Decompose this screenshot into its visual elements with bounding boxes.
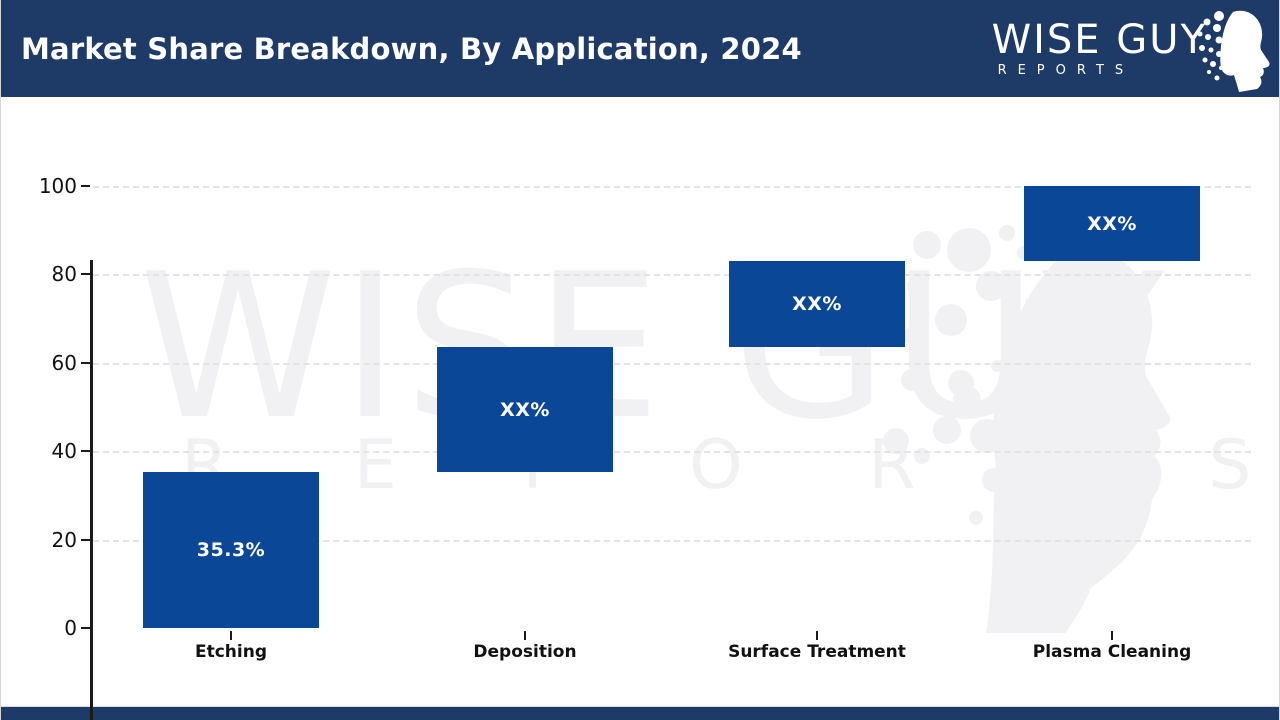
- y-tick-label-20: 20: [51, 527, 77, 552]
- y-tick-mark-20: [81, 538, 90, 541]
- logo-reports-label: REPORTS: [997, 62, 1135, 78]
- y-tick-mark-0: [81, 627, 90, 629]
- logo-text: WISE GUY REPORTS: [992, 20, 1207, 78]
- bar-deposition: XX%: [437, 347, 613, 472]
- gridline-60: [93, 362, 1251, 365]
- bar-plasma-cleaning: XX%: [1024, 186, 1200, 262]
- y-tick-label-80: 80: [51, 262, 77, 287]
- bar-etching: 35.3%: [143, 471, 319, 628]
- plot-area: 0 20 40 60 80 100 35.3% Etching XX% Deposition XX%…: [1, 97, 1279, 720]
- gridline-40: [93, 451, 1251, 454]
- y-tick-mark-40: [81, 450, 90, 453]
- x-tick-mark-2: [816, 631, 818, 640]
- bar-value-label: XX%: [1087, 212, 1137, 235]
- y-tick-mark-80: [81, 273, 90, 276]
- watermark-head-logo: [883, 225, 1171, 633]
- x-tick-mark-3: [1111, 631, 1113, 640]
- gridline-80: [93, 274, 1251, 277]
- category-label-surface-treatment: Surface Treatment: [728, 642, 906, 662]
- category-label-etching: Etching: [194, 642, 268, 662]
- footer-bar: [1, 706, 1279, 720]
- gridline-100: [93, 186, 1251, 188]
- category-label-plasma-cleaning: Plasma Cleaning: [1032, 642, 1192, 662]
- y-tick-label-100: 100: [38, 174, 77, 198]
- y-tick-label-60: 60: [51, 350, 77, 375]
- bar-value-label: XX%: [792, 293, 842, 316]
- category-label-deposition: Deposition: [473, 642, 577, 662]
- chart-title: Market Share Breakdown, By Application, …: [21, 31, 802, 66]
- y-tick-label-0: 0: [64, 616, 77, 640]
- logo-wiseguy-label: WISE GUY: [991, 16, 1207, 63]
- logo-head-icon: [1197, 10, 1270, 92]
- x-tick-mark-0: [230, 631, 232, 640]
- header-bar: Market Share Breakdown, By Application, …: [1, 0, 1279, 97]
- y-tick-mark-60: [81, 361, 90, 364]
- gridline-20: [93, 539, 1251, 542]
- y-axis-line: [90, 260, 93, 720]
- bar-value-label: XX%: [500, 398, 550, 421]
- wise-guy-reports-logo: WISE GUY REPORTS: [992, 6, 1279, 92]
- bar-surface-treatment: XX%: [729, 261, 905, 348]
- bar-value-label: 35.3%: [196, 538, 266, 561]
- x-tick-mark-1: [524, 631, 526, 640]
- y-tick-mark-100: [81, 185, 90, 187]
- y-tick-label-40: 40: [51, 439, 77, 464]
